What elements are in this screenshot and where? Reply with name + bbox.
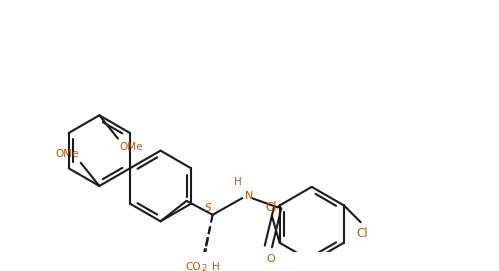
Text: CO: CO xyxy=(185,262,201,271)
Text: Cl: Cl xyxy=(265,201,277,214)
Text: S: S xyxy=(205,203,212,213)
Text: OMe: OMe xyxy=(120,142,143,152)
Text: 2: 2 xyxy=(202,264,207,271)
Text: N: N xyxy=(245,191,253,201)
Text: H: H xyxy=(212,262,220,271)
Text: OMe: OMe xyxy=(55,149,79,159)
Text: Cl: Cl xyxy=(357,227,368,240)
Text: H: H xyxy=(234,177,242,187)
Text: O: O xyxy=(267,254,275,264)
